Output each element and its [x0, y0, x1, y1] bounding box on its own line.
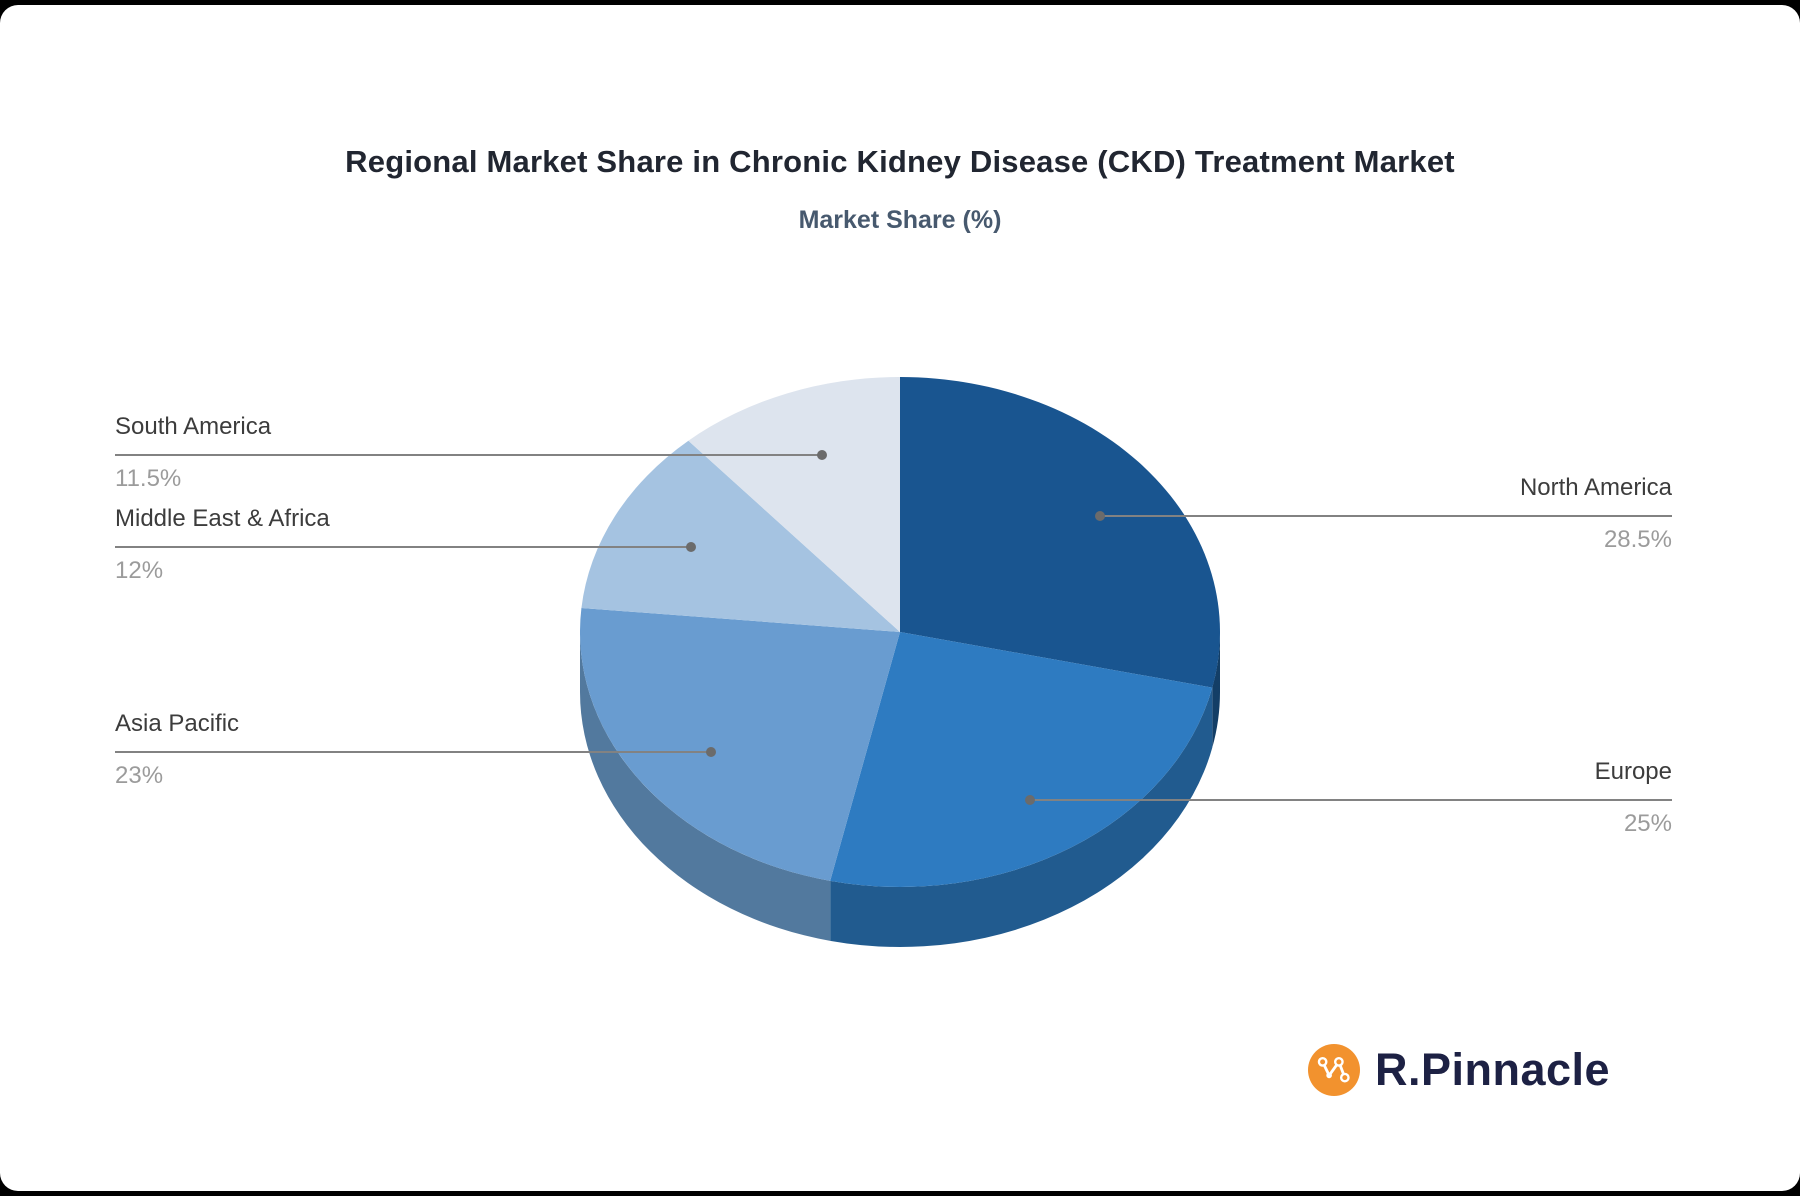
pie-slice[interactable]	[900, 377, 1220, 688]
pie-slice-side	[580, 632, 831, 941]
chart-subtitle: Market Share (%)	[798, 206, 1002, 234]
callout-south-america: South America 11.5%	[115, 413, 715, 492]
leader-dot	[706, 747, 716, 757]
slice-value: 25%	[1623, 809, 1672, 837]
rpinnacle-logo: R.Pinnacle	[1308, 1044, 1610, 1096]
logo-node	[1317, 1057, 1328, 1067]
leader-dot	[1025, 795, 1035, 805]
logo-zigzag	[1321, 1060, 1347, 1079]
logo-node	[1334, 1057, 1344, 1067]
slice-label: Asia Pacific	[115, 710, 240, 737]
pie-slice-side	[1212, 632, 1220, 748]
callout-middle-east-africa: Middle East & Africa 12%	[115, 505, 715, 584]
slice-value: 23%	[115, 761, 164, 789]
slice-value: 11.5%	[115, 464, 182, 492]
leader-dot	[686, 542, 696, 552]
pie-slice[interactable]	[688, 377, 900, 632]
callout-north-america: North America 28.5%	[1072, 474, 1672, 553]
slice-value: 12%	[115, 556, 164, 584]
logo-node	[1326, 1072, 1332, 1079]
callout-europe: Europe 25%	[1072, 758, 1672, 837]
pie-slice-side	[830, 687, 1213, 948]
leader-dot	[817, 450, 827, 460]
pie-slice[interactable]	[581, 440, 900, 632]
chart-title: Regional Market Share in Chronic Kidney …	[345, 144, 1455, 179]
slice-label: South America	[115, 413, 272, 440]
slice-label: North America	[1519, 474, 1672, 501]
rpinnacle-logo-text: R.Pinnacle	[1375, 1044, 1611, 1095]
slice-value: 28.5%	[1603, 525, 1672, 553]
callout-asia-pacific: Asia Pacific 23%	[115, 710, 715, 789]
pie-slice[interactable]	[830, 632, 1213, 888]
slice-label: Europe	[1594, 758, 1672, 785]
logo-node	[1339, 1072, 1350, 1083]
slice-label: Middle East & Africa	[115, 505, 330, 532]
pie-slice[interactable]	[579, 608, 900, 881]
leader-dot	[1095, 511, 1105, 521]
rpinnacle-logo-icon	[1308, 1044, 1360, 1096]
